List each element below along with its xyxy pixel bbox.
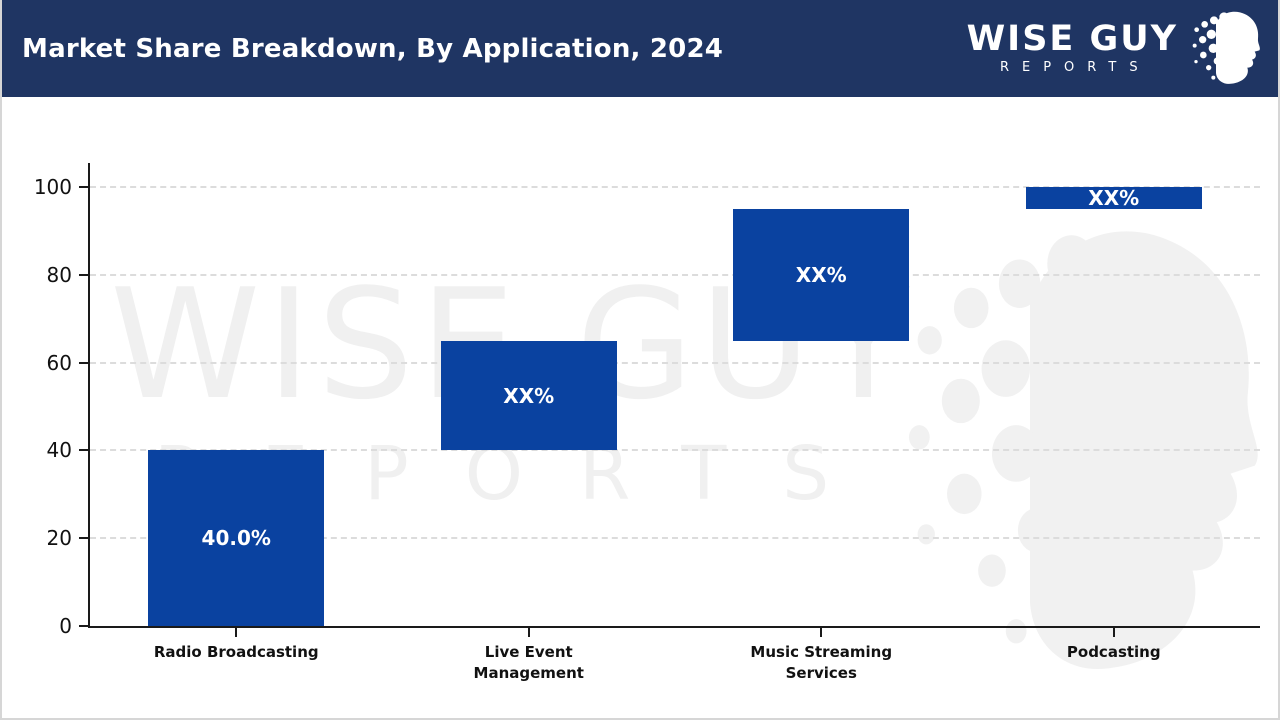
y-tick-0 xyxy=(79,625,88,627)
x-axis-line xyxy=(88,626,1260,628)
wise-guy-logo: WISE GUY REPORTS xyxy=(967,8,1264,90)
bar-segment: XX% xyxy=(440,340,617,451)
gridline-100 xyxy=(90,186,1260,188)
gridline-20 xyxy=(90,537,1260,540)
x-tick xyxy=(235,628,238,637)
gridline-60 xyxy=(90,361,1260,364)
y-tick-label-0: 0 xyxy=(59,614,72,638)
x-category-label: Podcasting xyxy=(1066,643,1161,661)
bar-value-label: XX% xyxy=(503,383,555,408)
x-tick xyxy=(1112,628,1115,637)
bar-segment: XX% xyxy=(1025,185,1202,210)
page-title: Market Share Breakdown, By Application, … xyxy=(22,33,724,64)
logo-wiseguy-label: WISE GUY xyxy=(966,19,1178,59)
dotted-head-icon xyxy=(1192,11,1260,84)
y-tick-20 xyxy=(79,537,88,540)
y-tick-40 xyxy=(79,449,88,452)
x-category-label: Live Event Management xyxy=(473,643,584,682)
logo-reports-label: REPORTS xyxy=(999,60,1151,75)
y-tick-label-20: 20 xyxy=(46,526,72,551)
y-tick-100 xyxy=(79,186,88,188)
y-tick-label-40: 40 xyxy=(46,438,72,463)
x-category-label: Music Streaming Services xyxy=(750,643,893,682)
y-tick-label-60: 60 xyxy=(46,350,72,375)
logo-text: WISE GUY REPORTS xyxy=(966,19,1178,76)
bar-value-label: XX% xyxy=(1088,185,1140,210)
x-tick xyxy=(820,628,823,637)
gridline-40 xyxy=(90,449,1260,452)
y-tick-80 xyxy=(79,273,88,276)
bar-segment: XX% xyxy=(733,208,910,341)
x-category-label: Radio Broadcasting xyxy=(153,643,319,661)
bar-value-label: 40.0% xyxy=(201,526,271,551)
header-bar: Market Share Breakdown, By Application, … xyxy=(2,0,1278,97)
y-tick-60 xyxy=(79,361,88,364)
gridline-80 xyxy=(90,273,1260,276)
x-tick xyxy=(527,628,530,637)
y-tick-label-80: 80 xyxy=(46,262,72,287)
y-axis-line xyxy=(88,163,90,628)
y-tick-label-100: 100 xyxy=(33,175,72,199)
bar-segment: 40.0% xyxy=(148,450,325,626)
bar-value-label: XX% xyxy=(795,262,847,287)
chart-area: WISE GUY REPORTS 0 20 40 60 80 100 40.0% Radio … xyxy=(2,97,1278,718)
